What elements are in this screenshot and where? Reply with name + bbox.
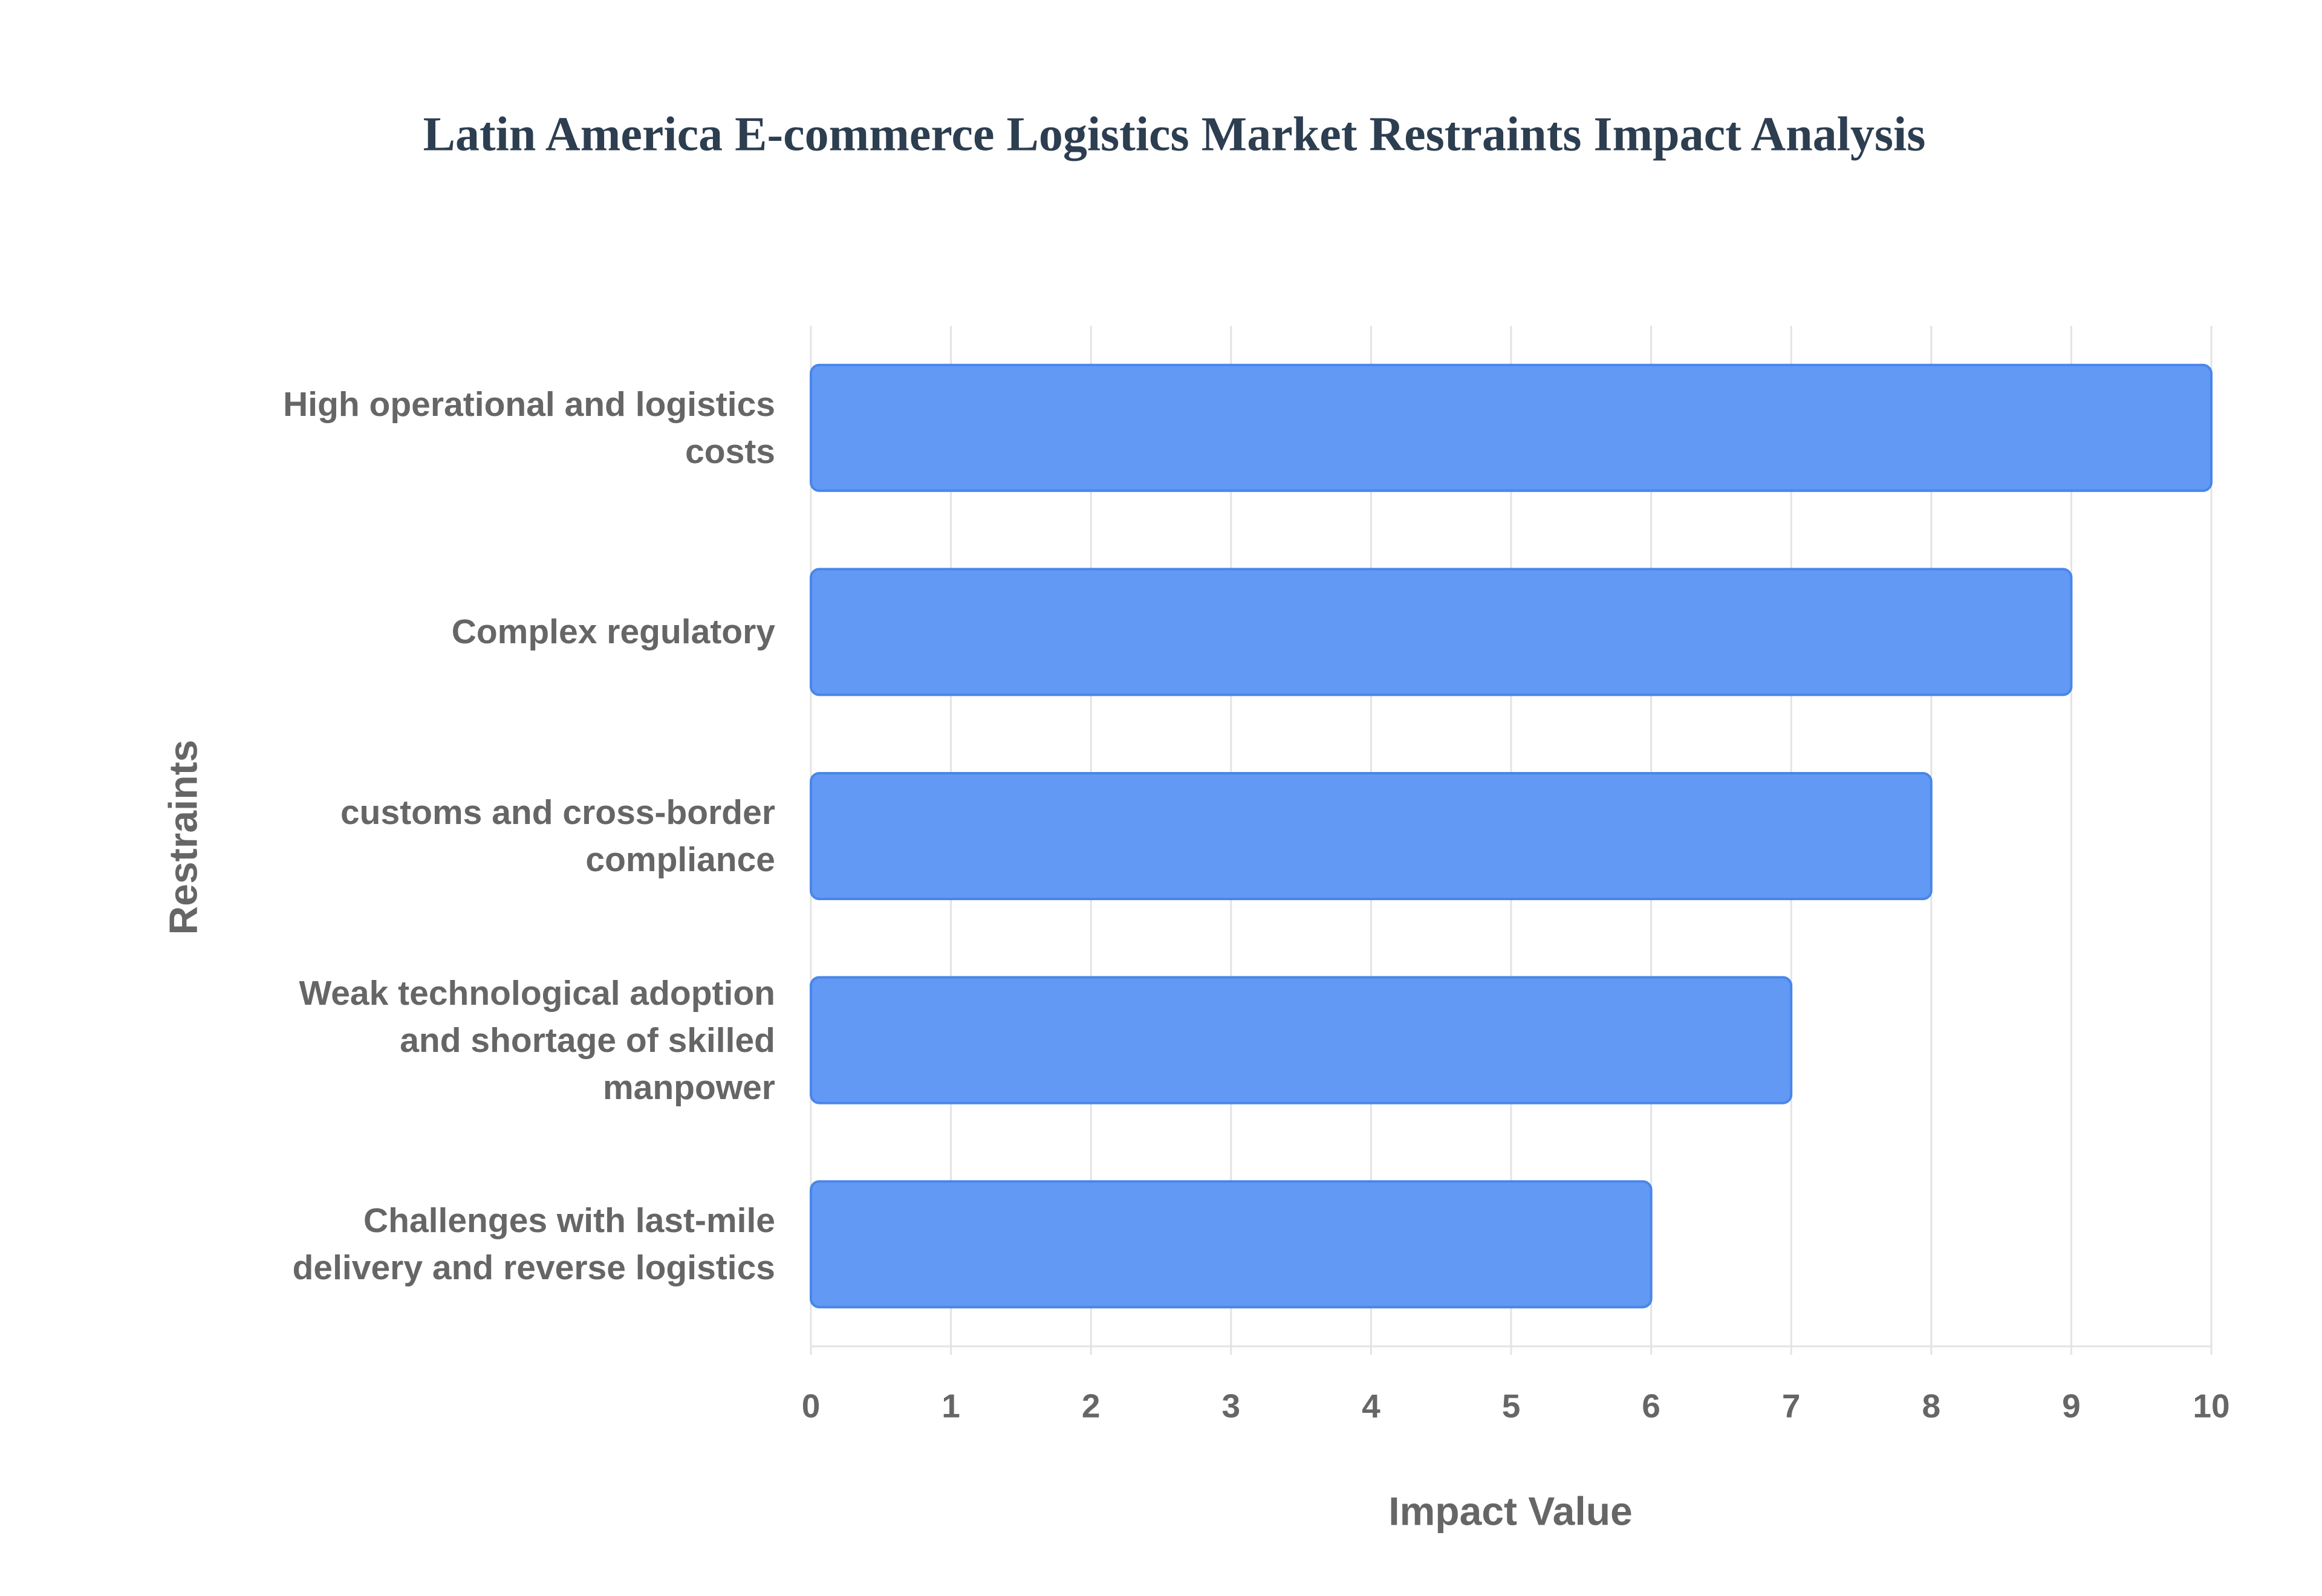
x-tick-label: 3	[1222, 1387, 1241, 1425]
x-tick-label: 4	[1362, 1387, 1381, 1425]
y-tick-label: Weak technological adoption and shortage…	[299, 973, 775, 1107]
x-tick-label: 2	[1082, 1387, 1101, 1425]
y-tick-label: Challenges with last-mile delivery and r…	[292, 1201, 775, 1288]
x-tick-label: 7	[1782, 1387, 1801, 1425]
x-tick-label: 8	[1922, 1387, 1941, 1425]
chart-title: Latin America E-commerce Logistics Marke…	[423, 108, 1926, 161]
y-tick-label: Complex regulatory	[451, 612, 775, 652]
x-tick-label: 0	[802, 1387, 821, 1425]
x-tick-label: 1	[941, 1387, 960, 1425]
y-tick-label: High operational and logistics costs	[283, 384, 775, 471]
bar	[810, 568, 2073, 696]
x-tick-label: 10	[2193, 1387, 2229, 1425]
y-tick-label: customs and cross-border compliance	[340, 793, 775, 879]
bar	[810, 772, 1933, 900]
x-tick-label: 9	[2062, 1387, 2081, 1425]
y-axis-title: Restraints	[160, 740, 205, 935]
x-tick-label: 5	[1502, 1387, 1521, 1425]
x-tick-label: 6	[1642, 1387, 1660, 1425]
x-axis-title: Impact Value	[1388, 1488, 1633, 1533]
bar	[810, 976, 1793, 1105]
bar	[810, 1180, 1653, 1309]
bar	[810, 363, 2213, 492]
